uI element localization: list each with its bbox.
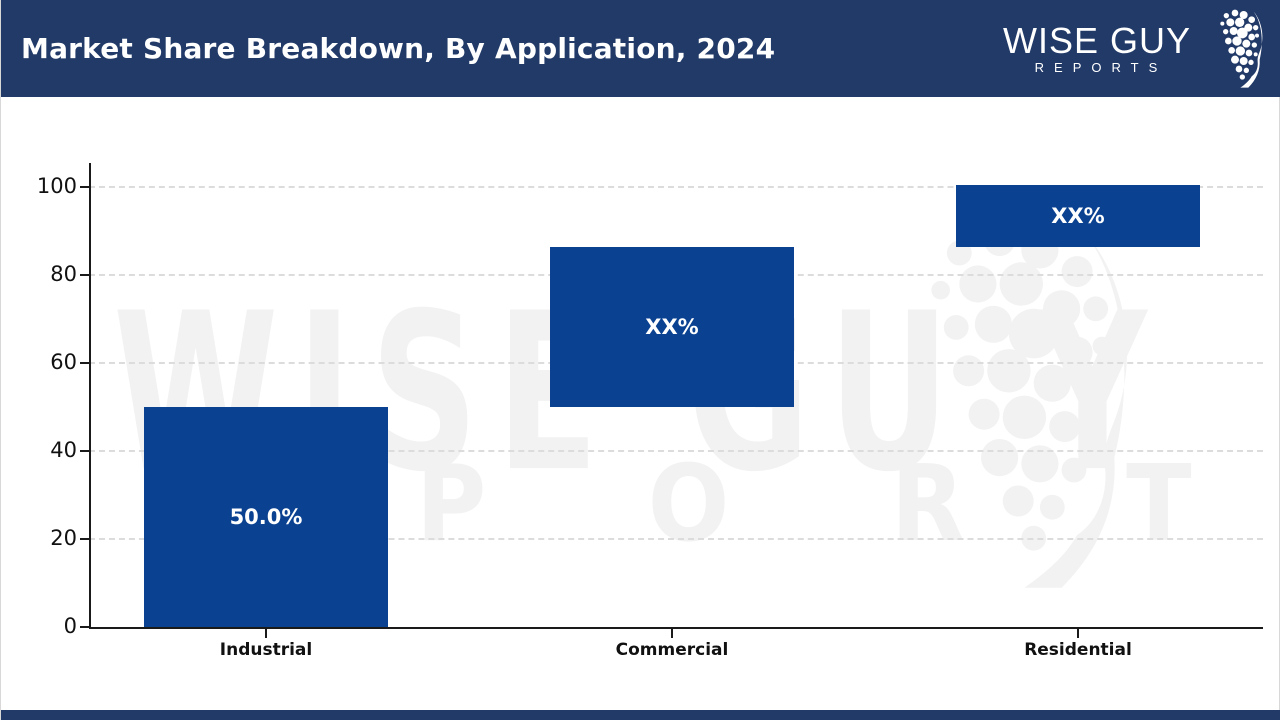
brand-logo-text: WISE GUY REPORTS (1003, 22, 1191, 75)
ytick-label-80: 80 (50, 262, 77, 286)
bar-value-label-industrial: 50.0% (229, 505, 303, 529)
xtick-label-residential: Residential (1024, 640, 1132, 660)
ytick-label-20: 20 (50, 526, 77, 550)
ytick-label-40: 40 (50, 438, 77, 462)
gridline-y100 (89, 186, 1263, 188)
bar-value-label-residential: XX% (1051, 204, 1105, 229)
y-axis-line (89, 163, 91, 629)
ytick-mark-100 (80, 186, 89, 188)
header-bar: Market Share Breakdown, By Application, … (1, 0, 1280, 97)
ytick-label-100: 100 (36, 174, 77, 198)
xtick-mark-industrial (265, 629, 267, 638)
ytick-mark-60 (80, 362, 89, 364)
brand-name: WISE GUY (1002, 20, 1191, 62)
bar-commercial: XX% (550, 246, 794, 407)
bar-residential: XX% (956, 185, 1200, 247)
chart-title: Market Share Breakdown, By Application, … (21, 32, 776, 65)
x-axis-line (89, 627, 1263, 629)
xtick-label-commercial: Commercial (615, 640, 729, 660)
ytick-mark-80 (80, 274, 89, 276)
bar-industrial: 50.0% (144, 407, 388, 627)
ytick-mark-40 (80, 450, 89, 452)
xtick-label-industrial: Industrial (219, 640, 313, 660)
xtick-mark-commercial (671, 629, 673, 638)
watermark-text-2: P O R T S (416, 442, 1280, 566)
ytick-mark-0 (80, 626, 89, 628)
ytick-label-0: 0 (63, 614, 77, 638)
brand-logo: WISE GUY REPORTS (1003, 8, 1267, 90)
footer-bar (1, 710, 1280, 720)
ytick-label-60: 60 (50, 350, 77, 374)
ytick-mark-20 (80, 538, 89, 540)
brand-subname: REPORTS (1034, 59, 1168, 75)
bar-value-label-commercial: XX% (645, 314, 699, 339)
gridline-y40 (89, 450, 1263, 452)
gridline-y20 (89, 538, 1263, 540)
xtick-mark-residential (1077, 629, 1079, 638)
